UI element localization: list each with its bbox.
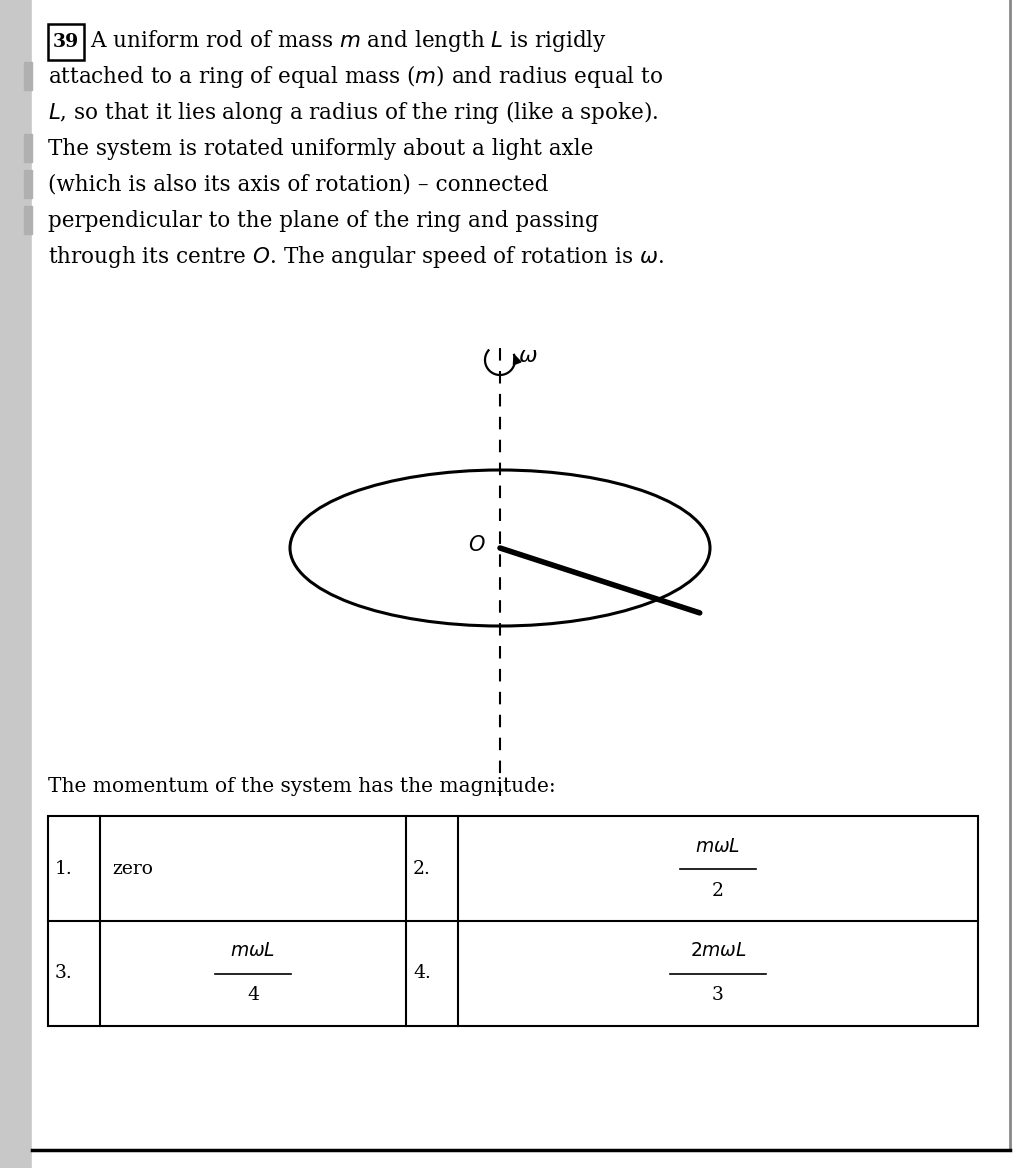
Bar	[24, 134, 32, 162]
Text: through its centre $O$. The angular speed of rotation is $\omega$.: through its centre $O$. The angular spee…	[48, 244, 664, 270]
Text: $m\omega L$: $m\omega L$	[230, 943, 275, 960]
Text: A uniform rod of mass $m$ and length $L$ is rigidly: A uniform rod of mass $m$ and length $L$…	[90, 28, 607, 54]
Text: $\omega$: $\omega$	[518, 345, 538, 367]
Bar	[24, 62, 32, 90]
Bar	[24, 206, 32, 234]
Text: attached to a ring of equal mass ($m$) and radius equal to: attached to a ring of equal mass ($m$) a…	[48, 63, 664, 90]
Text: 4.: 4.	[413, 965, 431, 982]
Text: zero: zero	[112, 860, 153, 877]
Text: 1.: 1.	[55, 860, 73, 877]
Text: 39: 39	[53, 33, 79, 51]
Polygon shape	[513, 355, 521, 364]
Text: The momentum of the system has the magnitude:: The momentum of the system has the magni…	[48, 777, 556, 795]
Text: $2m\omega L$: $2m\omega L$	[689, 943, 746, 960]
Text: $m\omega L$: $m\omega L$	[695, 837, 740, 855]
Text: 3: 3	[712, 987, 724, 1004]
Text: 4: 4	[247, 987, 259, 1004]
Text: $O$: $O$	[468, 535, 486, 555]
Text: $L$, so that it lies along a radius of the ring (like a spoke).: $L$, so that it lies along a radius of t…	[48, 99, 658, 126]
Text: (which is also its axis of rotation) – connected: (which is also its axis of rotation) – c…	[48, 174, 549, 196]
Bar	[48, 816, 978, 1026]
Text: 2.: 2.	[413, 860, 431, 877]
Text: perpendicular to the plane of the ring and passing: perpendicular to the plane of the ring a…	[48, 210, 599, 232]
Text: The system is rotated uniformly about a light axle: The system is rotated uniformly about a …	[48, 138, 593, 160]
Text: 2: 2	[712, 882, 724, 899]
Bar	[48, 25, 84, 60]
Text: 3.: 3.	[55, 965, 73, 982]
Bar	[24, 171, 32, 199]
Bar	[0, 0, 32, 1168]
